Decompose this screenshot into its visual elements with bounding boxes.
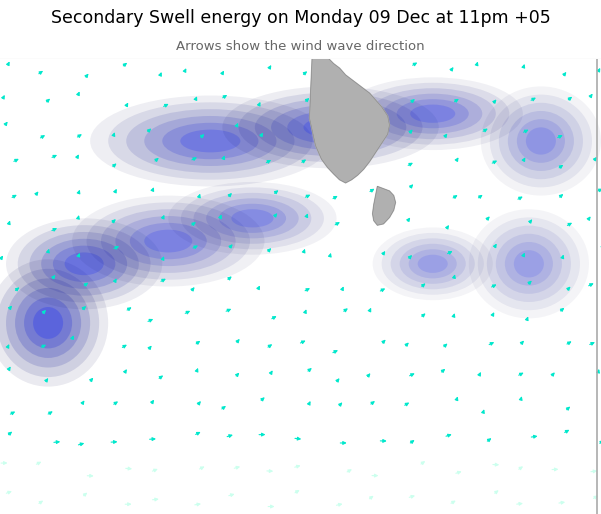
Ellipse shape [90, 96, 331, 187]
Ellipse shape [72, 195, 264, 287]
Ellipse shape [29, 232, 139, 296]
Text: Arrows show the wind wave direction: Arrows show the wind wave direction [176, 40, 425, 52]
Ellipse shape [168, 182, 337, 255]
Ellipse shape [231, 209, 273, 227]
Ellipse shape [130, 223, 207, 259]
Ellipse shape [514, 250, 544, 278]
Polygon shape [310, 50, 389, 183]
Ellipse shape [206, 198, 299, 238]
Ellipse shape [517, 119, 565, 163]
Ellipse shape [0, 269, 99, 377]
Ellipse shape [391, 238, 475, 289]
Ellipse shape [87, 203, 250, 280]
Ellipse shape [6, 279, 90, 368]
Ellipse shape [18, 225, 150, 302]
Ellipse shape [410, 104, 456, 123]
Ellipse shape [222, 86, 439, 168]
Ellipse shape [397, 99, 469, 128]
Ellipse shape [383, 94, 482, 134]
Ellipse shape [101, 209, 236, 273]
Ellipse shape [490, 95, 592, 188]
Ellipse shape [526, 127, 556, 155]
Ellipse shape [496, 234, 562, 294]
Ellipse shape [304, 117, 358, 138]
Ellipse shape [0, 259, 108, 387]
Ellipse shape [194, 193, 311, 244]
Text: Secondary Swell energy on Monday 09 Dec at 11pm +05: Secondary Swell energy on Monday 09 Dec … [50, 9, 551, 27]
Ellipse shape [162, 123, 258, 159]
Ellipse shape [255, 99, 406, 156]
Ellipse shape [108, 102, 313, 180]
Ellipse shape [53, 246, 115, 282]
Ellipse shape [356, 83, 509, 144]
Ellipse shape [65, 252, 104, 275]
Ellipse shape [271, 105, 390, 150]
Ellipse shape [508, 111, 574, 171]
Ellipse shape [41, 239, 127, 289]
Ellipse shape [180, 130, 240, 152]
Ellipse shape [126, 109, 294, 173]
Ellipse shape [287, 111, 374, 144]
Ellipse shape [382, 233, 484, 295]
Ellipse shape [33, 307, 63, 339]
Ellipse shape [219, 204, 286, 233]
Polygon shape [373, 187, 395, 225]
Ellipse shape [370, 88, 496, 139]
Ellipse shape [115, 216, 221, 266]
Ellipse shape [418, 255, 448, 273]
Ellipse shape [144, 116, 276, 166]
Ellipse shape [505, 242, 553, 286]
Ellipse shape [144, 230, 192, 252]
Ellipse shape [181, 188, 324, 249]
Ellipse shape [409, 249, 457, 279]
Ellipse shape [343, 77, 523, 150]
Ellipse shape [6, 218, 162, 309]
Ellipse shape [15, 288, 81, 358]
Ellipse shape [487, 226, 571, 302]
Ellipse shape [239, 93, 423, 162]
Ellipse shape [478, 217, 580, 310]
Ellipse shape [499, 103, 583, 179]
Ellipse shape [400, 244, 466, 284]
Ellipse shape [24, 298, 72, 348]
